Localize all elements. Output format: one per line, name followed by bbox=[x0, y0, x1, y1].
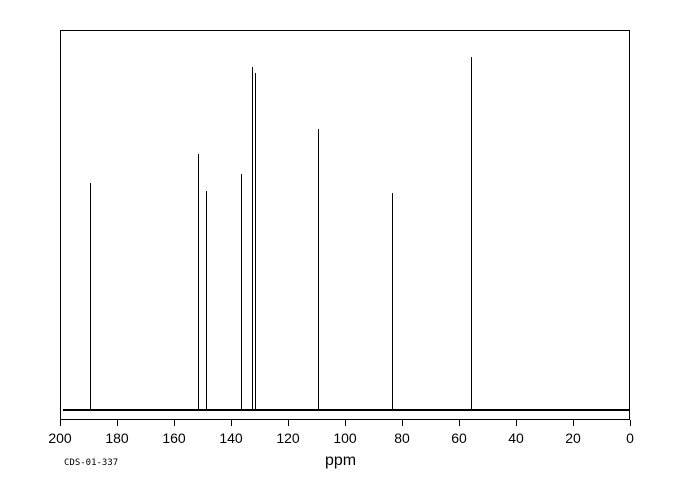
tick-label: 100 bbox=[333, 430, 356, 446]
tick-label: 20 bbox=[565, 430, 581, 446]
peak bbox=[206, 191, 207, 409]
tick-mark bbox=[174, 420, 175, 426]
footer-label: CDS-01-337 bbox=[64, 458, 118, 468]
tick-label: 160 bbox=[162, 430, 185, 446]
peak bbox=[90, 183, 91, 409]
tick-mark bbox=[60, 420, 61, 426]
tick-mark bbox=[516, 420, 517, 426]
x-axis-label: ppm bbox=[325, 452, 356, 470]
tick-mark bbox=[573, 420, 574, 426]
tick-label: 80 bbox=[394, 430, 410, 446]
baseline bbox=[63, 409, 629, 411]
tick-mark bbox=[117, 420, 118, 426]
tick-label: 0 bbox=[626, 430, 634, 446]
peak bbox=[198, 154, 199, 409]
tick-label: 180 bbox=[105, 430, 128, 446]
tick-mark bbox=[231, 420, 232, 426]
plot-area bbox=[60, 30, 630, 420]
tick-label: 140 bbox=[219, 430, 242, 446]
peak bbox=[252, 67, 253, 409]
chart-container: 200180160140120100806040200 ppm CDS-01-3… bbox=[0, 0, 680, 500]
tick-mark bbox=[288, 420, 289, 426]
peak bbox=[241, 174, 242, 409]
tick-label: 40 bbox=[508, 430, 524, 446]
tick-label: 200 bbox=[48, 430, 71, 446]
tick-label: 120 bbox=[276, 430, 299, 446]
peak bbox=[318, 129, 319, 409]
tick-mark bbox=[630, 420, 631, 426]
tick-mark bbox=[402, 420, 403, 426]
peak bbox=[392, 193, 393, 409]
peak bbox=[255, 73, 256, 409]
peak bbox=[471, 57, 472, 409]
tick-label: 60 bbox=[451, 430, 467, 446]
tick-mark bbox=[459, 420, 460, 426]
tick-mark bbox=[345, 420, 346, 426]
